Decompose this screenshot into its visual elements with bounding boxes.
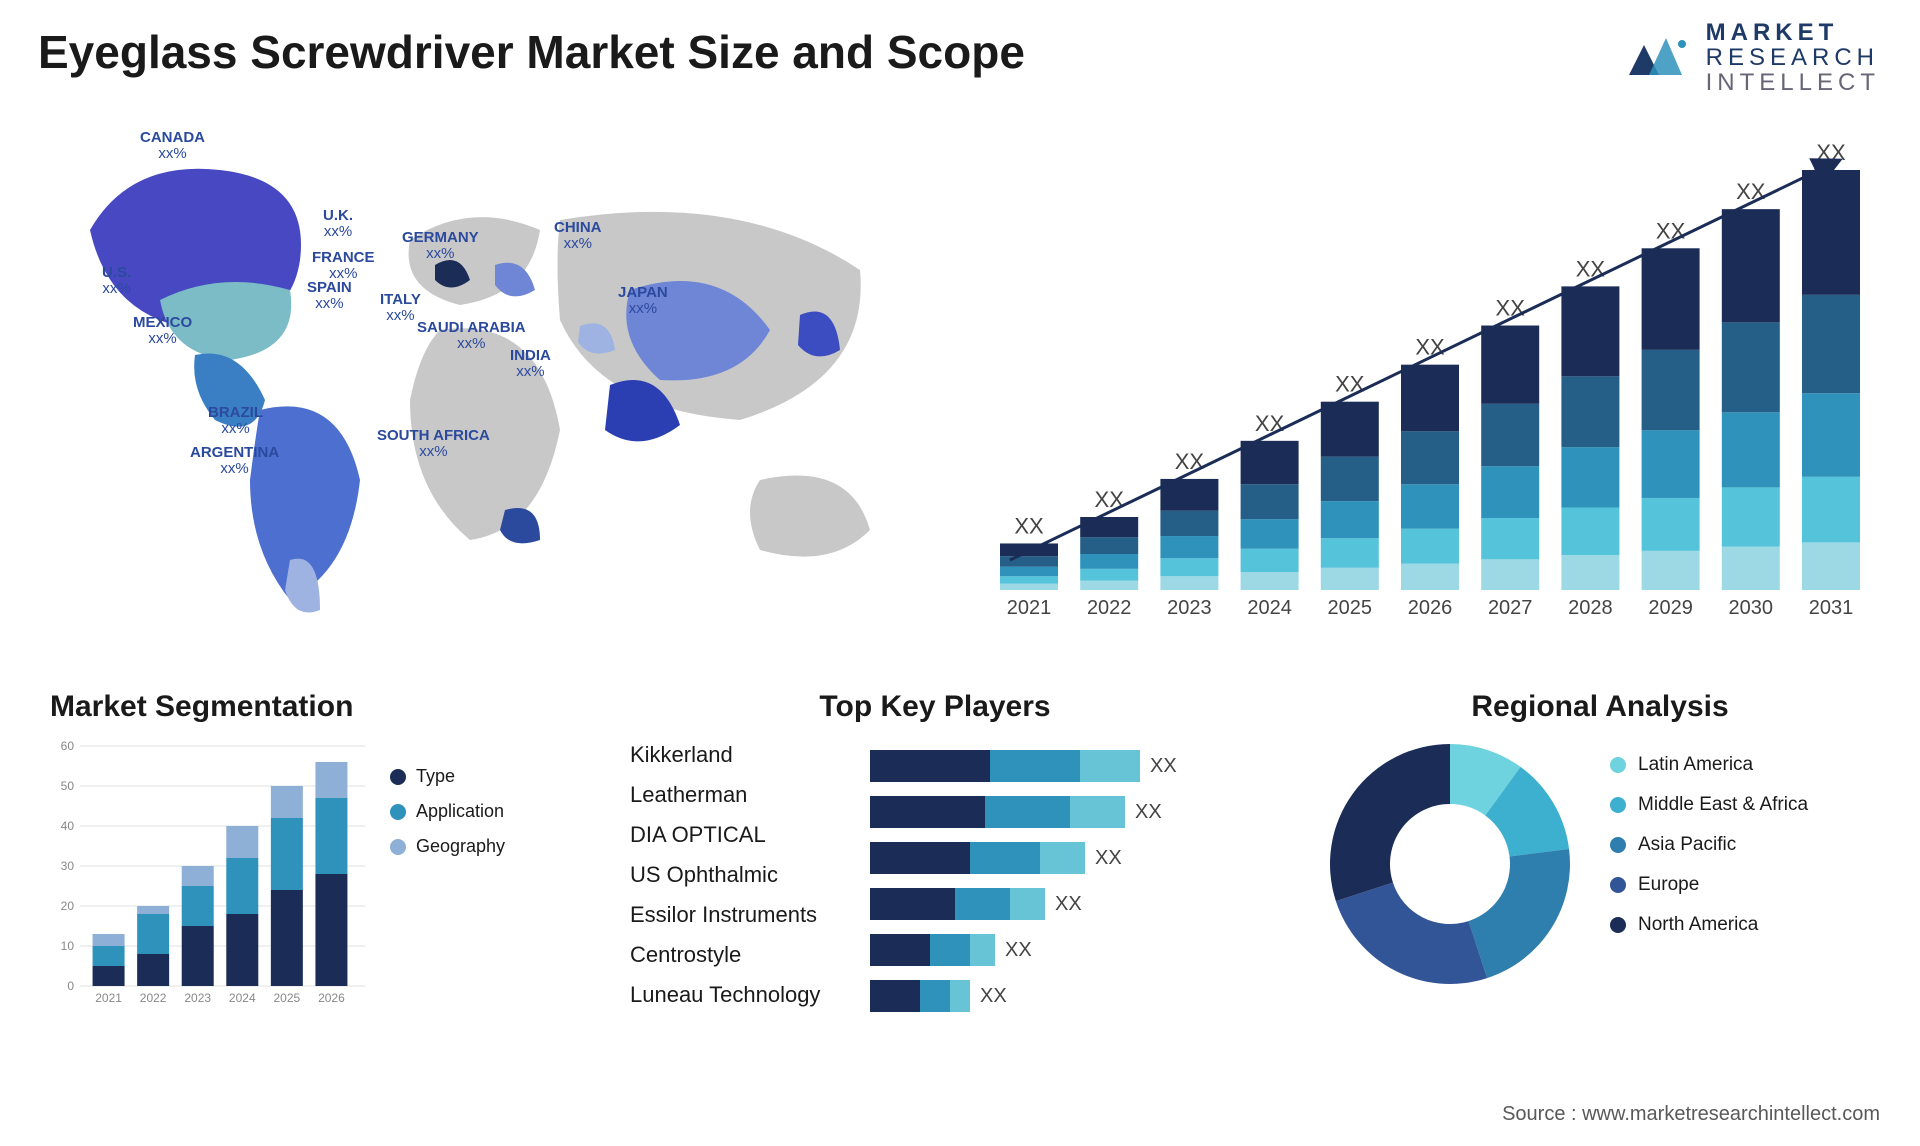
svg-text:2021: 2021 — [1007, 597, 1052, 619]
svg-text:30: 30 — [61, 859, 75, 873]
svg-text:XX: XX — [1576, 256, 1606, 281]
regional-legend: Latin America Middle East & Africa Asia Pa… — [1610, 754, 1808, 936]
regional-legend-item: North America — [1610, 914, 1808, 936]
map-label-india: INDIAxx% — [510, 348, 551, 380]
svg-text:2023: 2023 — [184, 991, 211, 1005]
regional-analysis: Regional Analysis Latin America Middle Ea… — [1320, 690, 1880, 994]
map-label-uk: U.K.xx% — [323, 208, 353, 240]
brand-logo: MARKET RESEARCH INTELLECT — [1624, 20, 1880, 96]
svg-text:2031: 2031 — [1809, 597, 1854, 619]
map-label-mexico: MEXICOxx% — [133, 315, 192, 347]
regional-title: Regional Analysis — [1320, 690, 1880, 724]
svg-text:2021: 2021 — [95, 991, 122, 1005]
world-map: CANADAxx% U.S.xx%MEXICOxx% BRAZILxx% ARGENT… — [40, 120, 920, 650]
regional-legend-item: Asia Pacific — [1610, 834, 1808, 856]
source-citation: Source : www.marketresearchintellect.com — [1502, 1103, 1880, 1126]
svg-text:2022: 2022 — [140, 991, 167, 1005]
svg-text:20: 20 — [61, 899, 75, 913]
segmentation-legend: Type Application Geography — [390, 766, 505, 1016]
map-label-france: FRANCExx% — [312, 250, 375, 282]
svg-text:2024: 2024 — [1247, 597, 1292, 619]
key-player-bar: XX — [870, 750, 1270, 782]
logo-line3: INTELLECT — [1706, 70, 1880, 95]
key-player-bar: XX — [870, 934, 1270, 966]
key-players-title: Top Key Players — [610, 690, 1260, 724]
svg-text:2026: 2026 — [318, 991, 345, 1005]
segmentation-chart: 0 10 20 30 40 50 60 2021 2022 2023 2024 2025 2026 — [50, 736, 370, 1016]
logo-icon — [1624, 30, 1694, 85]
svg-text:XX: XX — [1496, 296, 1526, 321]
svg-text:2025: 2025 — [274, 991, 301, 1005]
svg-text:2029: 2029 — [1648, 597, 1693, 619]
market-segmentation: Market Segmentation 0 10 20 30 40 50 60 2021 202… — [50, 690, 580, 1016]
svg-text:XX: XX — [1255, 411, 1285, 436]
key-player-bar: XX — [870, 980, 1270, 1012]
svg-text:2026: 2026 — [1408, 597, 1453, 619]
map-label-southafrica: SOUTH AFRICAxx% — [377, 428, 490, 460]
key-players-bars: XX XX XX XX XX XX — [870, 750, 1270, 1012]
svg-text:0: 0 — [67, 979, 74, 993]
svg-text:XX: XX — [1656, 218, 1686, 243]
map-label-canada: CANADAxx% — [140, 130, 205, 162]
map-label-japan: JAPANxx% — [618, 285, 668, 317]
map-label-spain: SPAINxx% — [307, 280, 352, 312]
svg-text:XX: XX — [1175, 449, 1205, 474]
svg-text:2030: 2030 — [1729, 597, 1774, 619]
svg-text:2028: 2028 — [1568, 597, 1613, 619]
growth-bar-chart: 2021 XX 2022 XX 2023 XX 2024 XX 2025 XX 2026 XX 2027… — [990, 140, 1870, 630]
seg-legend-item: Geography — [390, 836, 505, 857]
svg-text:2025: 2025 — [1328, 597, 1373, 619]
svg-text:2023: 2023 — [1167, 597, 1212, 619]
svg-text:50: 50 — [61, 779, 75, 793]
svg-text:XX: XX — [1736, 179, 1766, 204]
page-title: Eyeglass Screwdriver Market Size and Sco… — [38, 25, 1025, 79]
svg-text:XX: XX — [1335, 372, 1365, 397]
segmentation-title: Market Segmentation — [50, 690, 580, 724]
map-label-china: CHINAxx% — [554, 220, 602, 252]
regional-legend-item: Europe — [1610, 874, 1808, 896]
svg-text:2022: 2022 — [1087, 597, 1132, 619]
svg-text:2024: 2024 — [229, 991, 256, 1005]
seg-legend-item: Application — [390, 801, 505, 822]
svg-text:40: 40 — [61, 819, 75, 833]
logo-line2: RESEARCH — [1706, 45, 1880, 70]
svg-text:XX: XX — [1014, 513, 1044, 538]
svg-text:60: 60 — [61, 739, 75, 753]
key-player-bar: XX — [870, 842, 1270, 874]
seg-legend-item: Type — [390, 766, 505, 787]
key-player-bar: XX — [870, 796, 1270, 828]
regional-legend-item: Latin America — [1610, 754, 1808, 776]
svg-text:2027: 2027 — [1488, 597, 1533, 619]
regional-legend-item: Middle East & Africa — [1610, 794, 1808, 816]
map-label-italy: ITALYxx% — [380, 292, 421, 324]
map-label-us: U.S.xx% — [102, 265, 131, 297]
key-player-bar: XX — [870, 888, 1270, 920]
svg-text:XX: XX — [1816, 140, 1846, 165]
regional-donut — [1320, 734, 1580, 994]
logo-line1: MARKET — [1706, 20, 1880, 45]
map-label-brazil: BRAZILxx% — [208, 405, 263, 437]
svg-text:10: 10 — [61, 939, 75, 953]
map-label-argentina: ARGENTINAxx% — [190, 445, 279, 477]
map-label-germany: GERMANYxx% — [402, 230, 479, 262]
